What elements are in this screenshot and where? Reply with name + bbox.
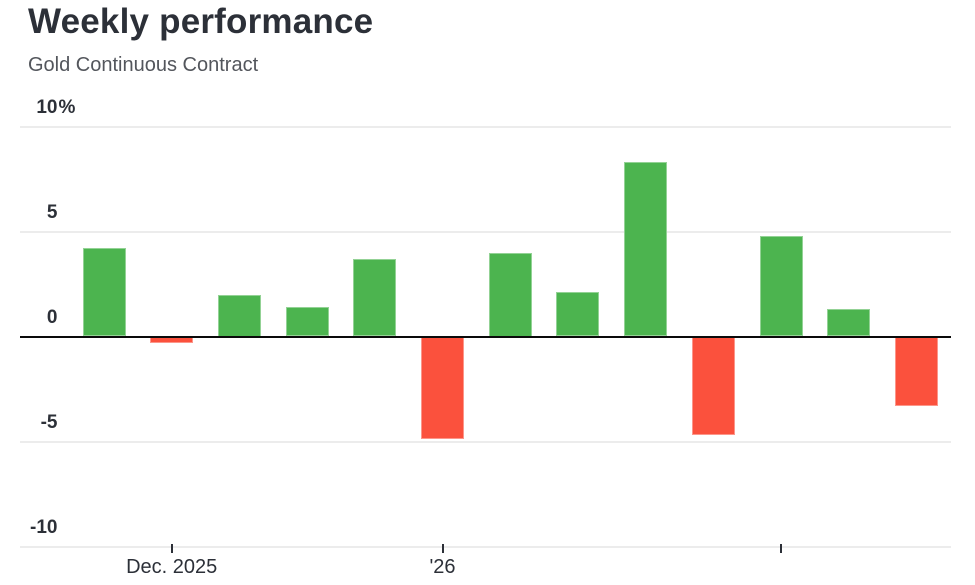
x-axis-tick <box>780 544 782 553</box>
y-axis-label-number: 0 <box>46 306 58 328</box>
bar-week-2 <box>150 336 194 343</box>
y-axis-label-number: -10 <box>30 516 58 538</box>
bar-week-12 <box>827 309 871 337</box>
y-axis-label-number: 10 <box>36 96 58 118</box>
zero-axis-line <box>20 335 951 338</box>
y-axis-label-unit: % <box>58 96 76 118</box>
bar-week-4 <box>285 307 329 337</box>
chart-title: Weekly performance <box>28 2 374 41</box>
bar-week-6 <box>421 336 464 440</box>
gridline--5 <box>20 440 951 443</box>
bar-week-10 <box>691 336 735 436</box>
bar-week-8 <box>556 292 600 337</box>
gridline-5 <box>20 230 951 233</box>
chart-subtitle: Gold Continuous Contract <box>28 54 259 76</box>
bar-week-1 <box>82 248 126 337</box>
y-axis-label-number: -5 <box>40 411 58 433</box>
y-axis-label-number: 5 <box>46 201 58 223</box>
gridline--10 <box>20 545 951 548</box>
x-axis-tick <box>170 544 173 553</box>
x-axis-label: Dec. 2025 <box>126 556 218 578</box>
bar-week-9 <box>624 162 668 337</box>
bar-week-11 <box>759 235 803 337</box>
bar-week-3 <box>217 294 261 337</box>
bar-week-13 <box>894 336 938 406</box>
bar-week-5 <box>353 258 397 337</box>
x-axis-label: '26 <box>429 556 456 578</box>
x-axis-tick <box>441 544 444 553</box>
gridline-10 <box>20 125 951 128</box>
bar-week-7 <box>488 252 532 337</box>
